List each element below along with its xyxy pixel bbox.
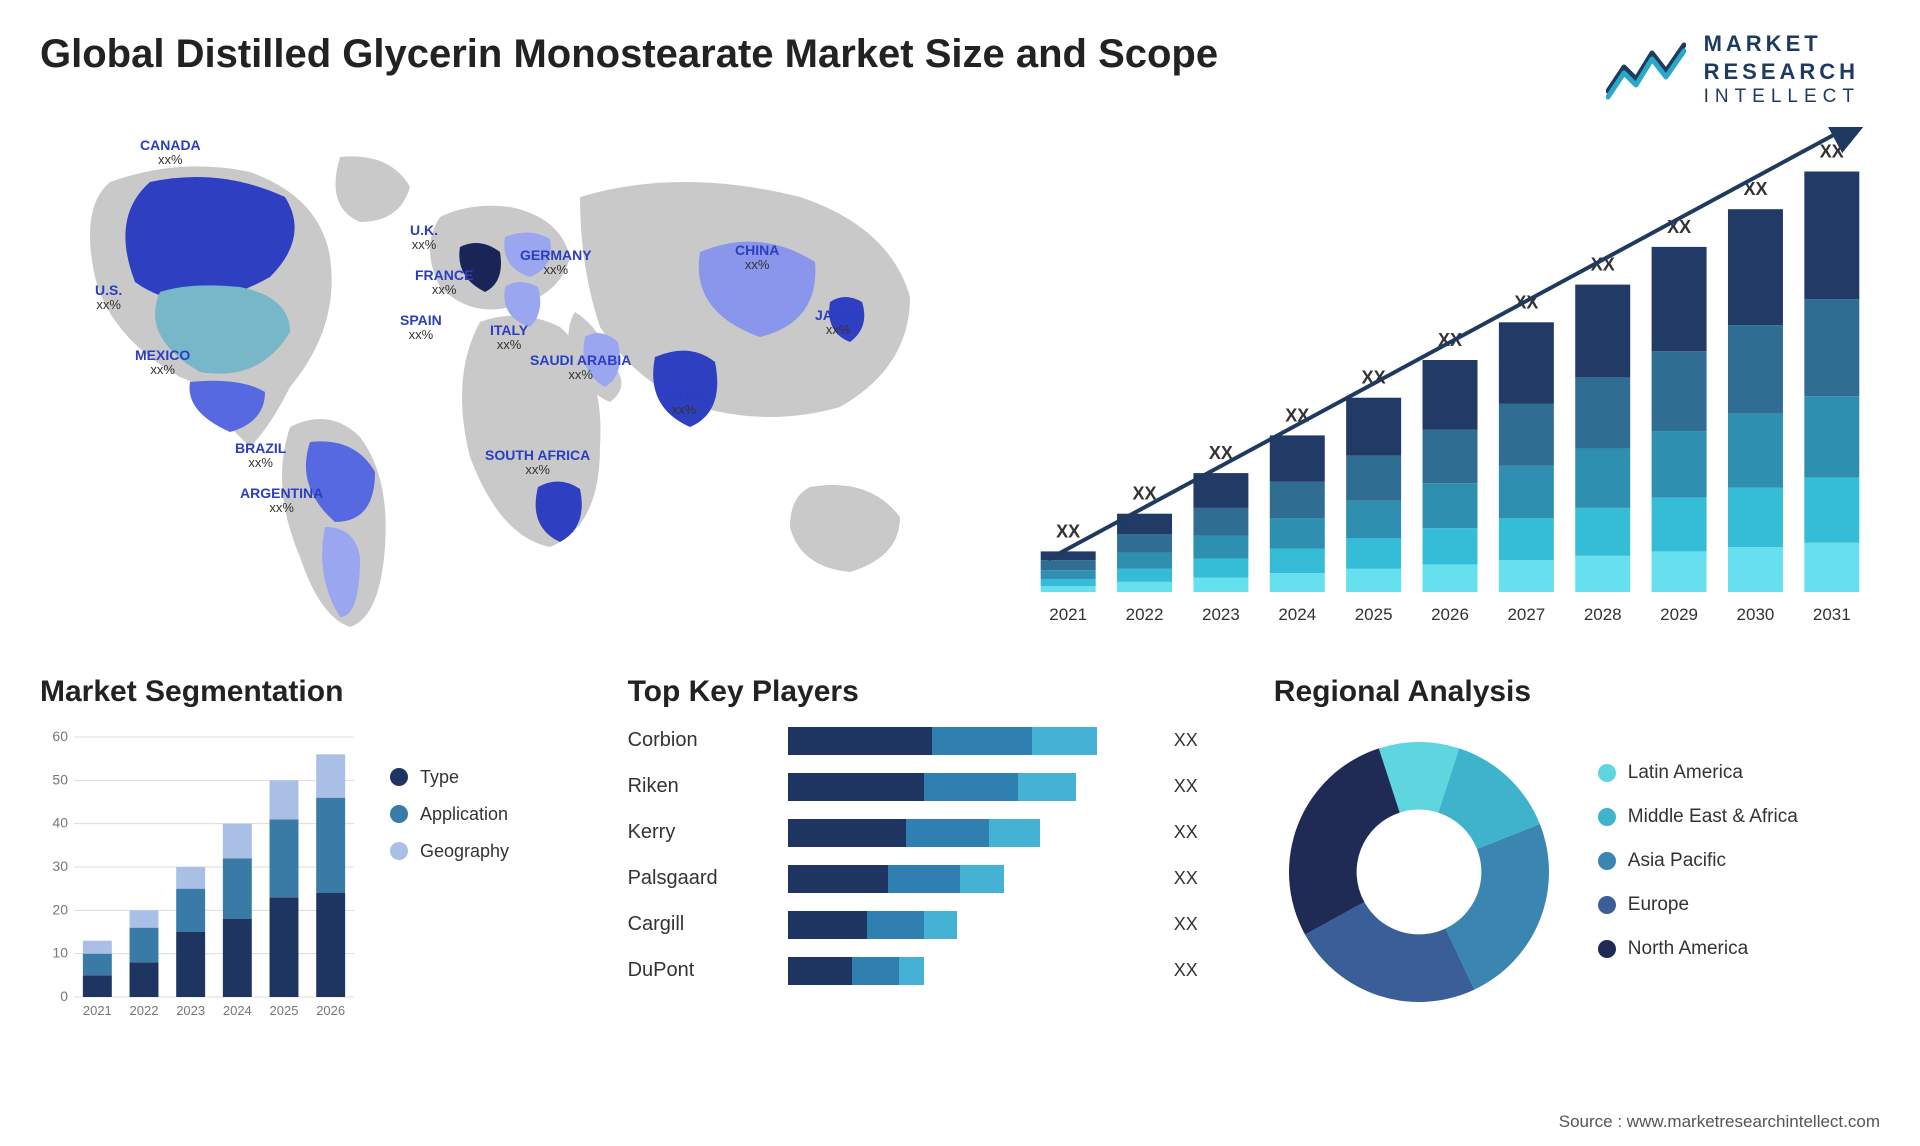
player-name: Kerry [628,821,768,844]
player-name: Palsgaard [628,867,768,890]
world-map-svg [40,127,960,647]
brand-logo-mark [1606,37,1686,101]
player-bar [788,819,1154,847]
map-label-china: CHINAxx% [735,242,779,273]
svg-text:20: 20 [52,901,68,917]
svg-text:XX: XX [1056,521,1080,541]
svg-text:60: 60 [52,728,68,744]
svg-text:0: 0 [60,988,68,1004]
source-text: Source : www.marketresearchintellect.com [1559,1112,1880,1132]
map-label-italy: ITALYxx% [490,322,528,353]
player-bar [788,865,1154,893]
brand-logo-text: MARKET RESEARCH INTELLECT [1704,30,1860,109]
seg-legend-type: Type [390,767,509,788]
growth-bar-svg: XX2021XX2022XX2023XX2024XX2025XX2026XX20… [1020,127,1880,647]
svg-text:2030: 2030 [1737,605,1775,624]
svg-text:2022: 2022 [1126,605,1164,624]
player-bar [788,773,1154,801]
player-value: XX [1174,914,1234,935]
svg-text:2028: 2028 [1584,605,1622,624]
map-label-u-s-: U.S.xx% [95,282,122,313]
svg-text:2025: 2025 [270,1003,299,1018]
seg-legend-geography: Geography [390,841,509,862]
brand-logo-line1: MARKET [1704,30,1860,58]
map-label-germany: GERMANYxx% [520,247,592,278]
map-label-brazil: BRAZILxx% [235,440,286,471]
regional-donut [1274,727,1564,1017]
map-label-mexico: MEXICOxx% [135,347,190,378]
growth-bar-chart: XX2021XX2022XX2023XX2024XX2025XX2026XX20… [1020,127,1880,647]
map-label-argentina: ARGENTINAxx% [240,485,323,516]
map-label-u-k-: U.K.xx% [410,222,438,253]
svg-text:2027: 2027 [1507,605,1545,624]
segmentation-chart: 0 10 20 30 40 50 60 2021 2022 2023 2024 2025 2026 [40,727,360,1027]
player-value: XX [1174,776,1234,797]
player-value: XX [1174,868,1234,889]
seg-legend-application: Application [390,804,509,825]
segmentation-title: Market Segmentation [40,675,588,709]
region-legend-item: Middle East & Africa [1598,806,1798,828]
map-label-japan: JAPANxx% [815,307,861,338]
map-label-south-africa: SOUTH AFRICAxx% [485,447,590,478]
player-bar [788,727,1154,755]
svg-text:2026: 2026 [1431,605,1469,624]
regional-panel: Regional Analysis Latin America Middle Ea… [1274,675,1880,1017]
svg-text:2021: 2021 [1049,605,1087,624]
map-label-france: FRANCExx% [415,267,473,298]
key-players-title: Top Key Players [628,675,1234,709]
player-name: Cargill [628,913,768,936]
key-players-grid: Corbion XX Riken XX Kerry XX Palsgaard XX Cargil… [628,727,1234,985]
svg-text:40: 40 [52,814,68,830]
page-title: Global Distilled Glycerin Monostearate M… [40,30,1218,78]
map-label-canada: CANADAxx% [140,137,201,168]
regional-title: Regional Analysis [1274,675,1880,709]
svg-text:2024: 2024 [223,1003,252,1018]
svg-text:XX: XX [1820,141,1844,161]
region-legend-item: North America [1598,938,1798,960]
svg-text:2026: 2026 [316,1003,345,1018]
region-legend-item: Europe [1598,894,1798,916]
svg-text:30: 30 [52,858,68,874]
map-label-india: INDIAxx% [665,387,703,418]
svg-text:2023: 2023 [176,1003,205,1018]
brand-logo-line2: RESEARCH [1704,58,1860,86]
map-label-spain: SPAINxx% [400,312,442,343]
regional-donut-svg [1274,727,1564,1017]
svg-text:10: 10 [52,944,68,960]
svg-text:2031: 2031 [1813,605,1851,624]
world-map-panel: CANADAxx% U.S.xx% MEXICOxx% BRAZILxx% ARGENT… [40,127,960,647]
key-players-panel: Top Key Players Corbion XX Riken XX Kerry XX P… [628,675,1234,985]
svg-text:2023: 2023 [1202,605,1240,624]
svg-text:2029: 2029 [1660,605,1698,624]
brand-logo: MARKET RESEARCH INTELLECT [1606,30,1880,109]
segmentation-panel: Market Segmentation 0 10 20 30 40 50 60 2021 202… [40,675,588,1027]
player-value: XX [1174,960,1234,981]
player-name: Riken [628,775,768,798]
svg-text:2021: 2021 [83,1003,112,1018]
map-label-saudi-arabia: SAUDI ARABIAxx% [530,352,631,383]
region-legend-item: Latin America [1598,762,1798,784]
svg-text:2025: 2025 [1355,605,1393,624]
svg-text:2022: 2022 [130,1003,159,1018]
player-bar [788,911,1154,939]
player-name: DuPont [628,959,768,982]
player-bar [788,957,1154,985]
player-name: Corbion [628,729,768,752]
region-legend-item: Asia Pacific [1598,850,1798,872]
regional-legend: Latin America Middle East & Africa Asia Pa… [1598,762,1798,982]
svg-text:50: 50 [52,771,68,787]
player-value: XX [1174,822,1234,843]
svg-text:2024: 2024 [1278,605,1316,624]
brand-logo-line3: INTELLECT [1704,85,1860,109]
player-value: XX [1174,730,1234,751]
segmentation-svg: 0 10 20 30 40 50 60 2021 2022 2023 2024 2025 2026 [40,727,360,1027]
segmentation-legend: Type Application Geography [390,727,509,878]
